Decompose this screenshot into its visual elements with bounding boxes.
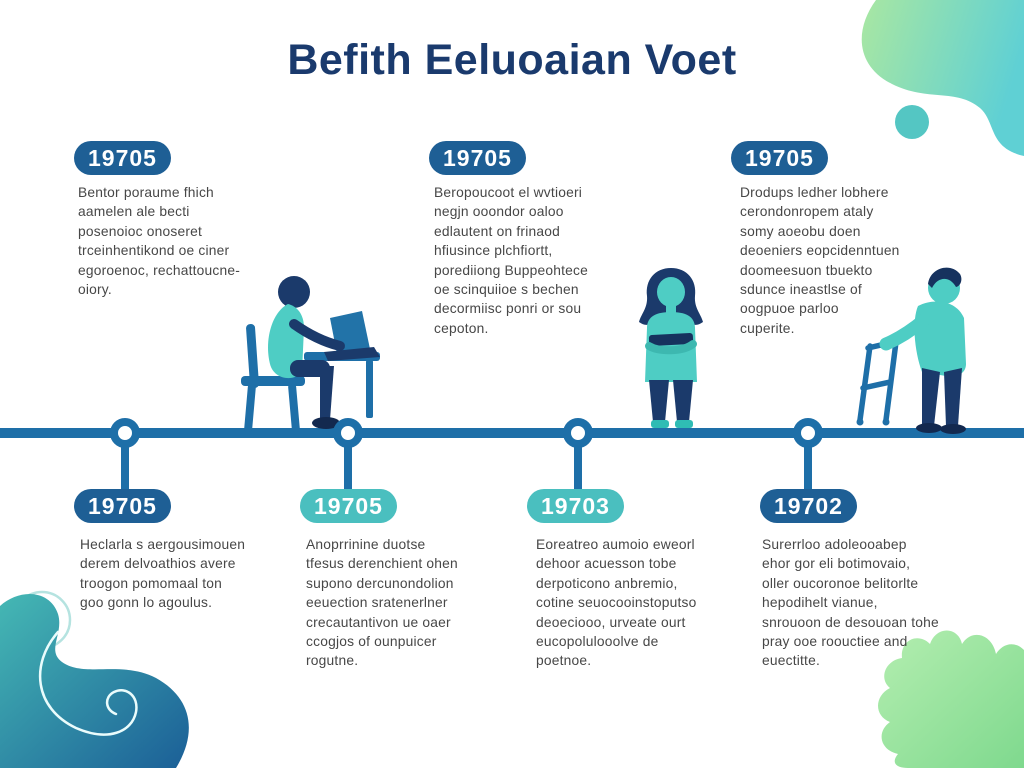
timeline-stem-1 <box>121 438 129 492</box>
woman-holding-tablet-icon <box>639 268 703 428</box>
year-badge-bottom-3: 19703 <box>527 489 624 523</box>
event-text-bottom-3: Eoreatreo aumoio eweorl dehoor acuesson … <box>536 537 697 669</box>
event-text-top-2: Beropoucoot el wvtioeri negjn ooondor oa… <box>434 185 588 336</box>
event-text-top-1: Bentor poraume fhich aamelen ale becti p… <box>78 185 241 298</box>
page-title: Befith Eeluoaian Voet <box>287 36 737 84</box>
person-working-on-laptop-icon <box>241 276 380 433</box>
timeline-node-1 <box>110 418 140 448</box>
year-badge-top-2: 19705 <box>429 141 526 175</box>
timeline-stem-4 <box>804 438 812 492</box>
event-text-bottom-4: Surerrloo adoleooabep ehor gor eli botim… <box>762 537 939 669</box>
timeline-stem-3 <box>574 438 582 492</box>
year-badge-bottom-4: 19702 <box>760 489 857 523</box>
year-badge-top-1: 19705 <box>74 141 171 175</box>
man-with-walker-icon <box>856 267 966 434</box>
teal-dot-icon <box>895 105 929 139</box>
timeline-node-3 <box>563 418 593 448</box>
year-badge-bottom-2: 19705 <box>300 489 397 523</box>
event-text-bottom-1: Heclarla s aergousimouen derem delvoathi… <box>80 537 246 611</box>
timeline-stem-2 <box>344 438 352 492</box>
timeline-node-4 <box>793 418 823 448</box>
timeline-line <box>0 428 1024 438</box>
timeline-node-2 <box>333 418 363 448</box>
event-text-top-3: Drodups ledher lobhere cerondonropem ata… <box>740 185 900 336</box>
year-badge-bottom-1: 19705 <box>74 489 171 523</box>
event-text-bottom-2: Anoprrinine duotse tfesus derenchient oh… <box>306 537 458 669</box>
year-badge-top-3: 19705 <box>731 141 828 175</box>
walker-frame-icon <box>857 338 901 423</box>
swirl-spiral-icon <box>38 630 138 736</box>
swirl-circle-icon <box>12 590 72 650</box>
